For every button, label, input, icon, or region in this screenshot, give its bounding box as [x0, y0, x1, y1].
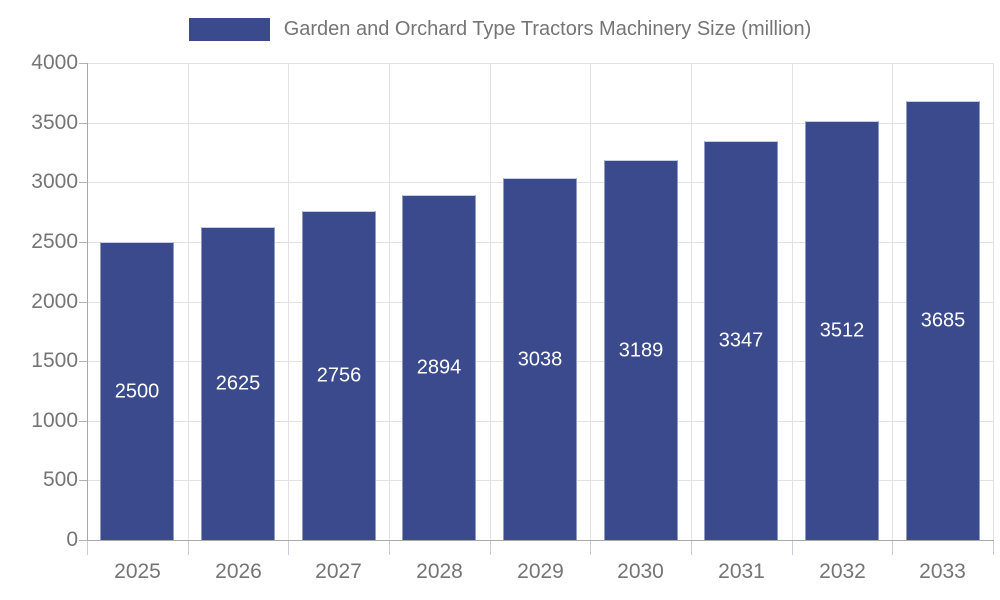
bar: 2756 [302, 211, 376, 540]
x-tick-label: 2025 [114, 560, 161, 583]
y-tick-label: 3000 [31, 170, 78, 193]
bar-value-label: 3512 [819, 319, 865, 342]
bar: 3512 [805, 121, 879, 540]
bar: 3038 [503, 178, 577, 540]
bar-value-label: 2894 [416, 356, 462, 379]
chart-title: Garden and Orchard Type Tractors Machine… [283, 17, 812, 40]
plot-area: 2500 2625 2756 2894 3038 3189 3347 3512 3685 [87, 63, 994, 540]
x-tick-label: 2033 [919, 560, 966, 583]
y-axis-tick [79, 540, 87, 541]
bar-value-label: 3347 [718, 329, 764, 352]
y-tick-label: 2000 [31, 290, 78, 313]
bar: 3189 [604, 160, 678, 540]
bar-value-label: 2625 [215, 372, 261, 395]
x-tick-label: 2032 [819, 560, 866, 583]
legend-swatch [188, 17, 270, 41]
vertical-gridline [691, 63, 692, 540]
x-axis-line [87, 540, 994, 541]
y-tick-label: 3500 [31, 111, 78, 134]
bar: 2500 [100, 242, 174, 540]
vertical-gridline [188, 63, 189, 540]
y-tick-label: 2500 [31, 230, 78, 253]
x-axis-tick [288, 541, 289, 555]
x-axis-tick [892, 541, 893, 555]
x-axis-tick [188, 541, 189, 555]
bar-value-label: 2500 [114, 380, 160, 402]
bar: 3347 [704, 141, 778, 540]
x-axis-tick [792, 541, 793, 555]
vertical-gridline [389, 63, 390, 540]
y-axis-tick [79, 361, 87, 362]
x-tick-label: 2026 [215, 560, 262, 583]
vertical-gridline [792, 63, 793, 540]
bar-value-label: 3189 [618, 339, 664, 361]
y-axis-tick [79, 302, 87, 303]
bar: 3685 [906, 101, 980, 540]
horizontal-gridline [87, 123, 993, 124]
x-axis-tick [490, 541, 491, 555]
x-axis-tick [993, 541, 994, 555]
y-tick-label: 1500 [31, 349, 78, 372]
vertical-gridline [590, 63, 591, 540]
x-axis-tick [87, 541, 88, 555]
x-tick-label: 2028 [416, 560, 463, 583]
x-tick-label: 2027 [315, 560, 362, 583]
chart-legend: Garden and Orchard Type Tractors Machine… [0, 15, 1000, 43]
vertical-gridline [490, 63, 491, 540]
x-tick-label: 2030 [617, 560, 664, 583]
y-axis-line [87, 63, 88, 540]
y-tick-label: 0 [66, 528, 78, 551]
x-tick-label: 2031 [718, 560, 765, 583]
x-axis-tick [389, 541, 390, 555]
y-tick-label: 500 [42, 468, 78, 491]
bar-value-label: 2756 [316, 364, 362, 387]
horizontal-gridline [87, 63, 993, 64]
y-axis-tick [79, 242, 87, 243]
x-tick-label: 2029 [517, 560, 564, 583]
vertical-gridline [993, 63, 994, 540]
y-tick-label: 1000 [31, 409, 78, 432]
bar: 2625 [201, 227, 275, 540]
bar-value-label: 3038 [517, 348, 563, 370]
vertical-gridline [892, 63, 893, 540]
y-axis-tick [79, 480, 87, 481]
y-axis-tick [79, 123, 87, 124]
bar-value-label: 3685 [920, 309, 966, 332]
y-axis-tick [79, 421, 87, 422]
x-axis-tick [691, 541, 692, 555]
bar: 2894 [402, 195, 476, 540]
vertical-gridline [288, 63, 289, 540]
x-axis-tick [590, 541, 591, 555]
y-axis-tick [79, 63, 87, 64]
y-tick-label: 4000 [31, 51, 78, 74]
y-axis-tick [79, 182, 87, 183]
